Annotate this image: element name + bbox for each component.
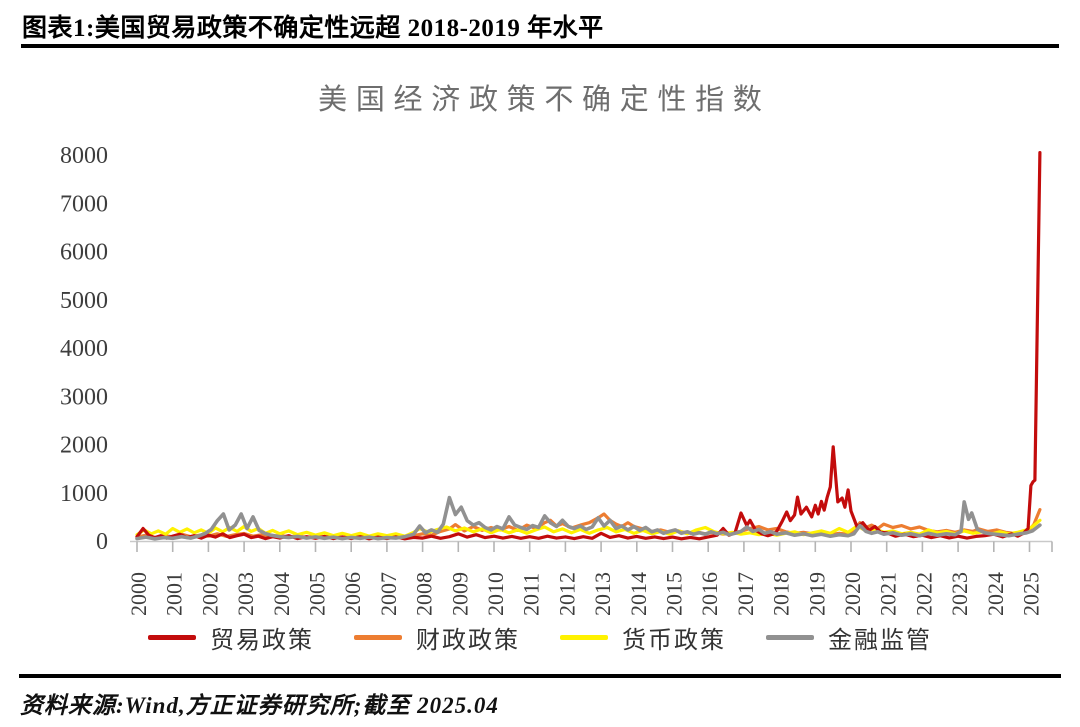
legend-swatch-trade-policy	[148, 635, 196, 640]
legend-label-financial-regulation: 金融监管	[828, 628, 932, 654]
x-tick-label: 2003	[233, 572, 258, 616]
x-tick-label: 2023	[947, 572, 972, 616]
x-tick-label: 2019	[804, 572, 829, 616]
legend-label-fiscal-policy: 财政政策	[416, 628, 520, 654]
x-tick-label: 2000	[126, 572, 151, 616]
x-tick-label: 2004	[269, 572, 294, 616]
x-tick-label: 2011	[519, 573, 544, 616]
x-tick-label: 2009	[447, 572, 472, 616]
series-line-trade-policy	[135, 151, 1042, 541]
legend-item-financial-regulation: 金融监管	[766, 620, 932, 655]
x-tick-label: 2005	[305, 572, 330, 616]
legend-label-monetary-policy: 货币政策	[622, 628, 726, 654]
y-tick-label: 2000	[60, 433, 108, 459]
x-tick-label: 2001	[162, 572, 187, 616]
y-tick-label: 8000	[60, 143, 108, 169]
x-tick-label: 2015	[662, 572, 687, 616]
x-tick-label: 2013	[590, 572, 615, 616]
legend-swatch-financial-regulation	[766, 635, 814, 640]
legend-item-fiscal-policy: 财政政策	[354, 620, 520, 655]
source-note: 资料来源:Wind,方正证券研究所;截至 2025.04	[20, 693, 499, 718]
y-tick-label: 4000	[60, 336, 108, 362]
x-tick-label: 2008	[412, 572, 437, 616]
x-tick-label: 2014	[626, 572, 651, 616]
figure-title: 图表1:美国贸易政策不确定性远超 2018-2019 年水平	[22, 15, 604, 42]
x-tick-label: 2024	[983, 572, 1008, 616]
chart-title: 美国经济政策不确定性指数	[318, 84, 771, 116]
y-tick-label: 1000	[60, 481, 108, 507]
x-tick-label: 2018	[769, 572, 794, 616]
legend-swatch-monetary-policy	[560, 635, 608, 640]
x-tick-label: 2006	[340, 572, 365, 616]
x-tick-label: 2010	[483, 572, 508, 616]
y-tick-label: 3000	[60, 384, 108, 410]
y-tick-label: 7000	[60, 191, 108, 217]
x-tick-label: 2025	[1019, 572, 1044, 616]
top-divider-rule	[21, 44, 1059, 48]
legend-label-trade-policy: 贸易政策	[210, 628, 314, 654]
legend-item-monetary-policy: 货币政策	[560, 620, 726, 655]
legend-item-trade-policy: 贸易政策	[148, 620, 314, 655]
x-tick-label: 2016	[697, 572, 722, 616]
y-tick-label: 0	[96, 529, 108, 555]
x-tick-label: 2002	[197, 572, 222, 616]
y-tick-label: 5000	[60, 288, 108, 314]
y-tick-label: 6000	[60, 240, 108, 266]
x-tick-label: 2017	[733, 572, 758, 616]
bottom-divider-rule	[19, 674, 1061, 678]
x-tick-label: 2012	[554, 572, 579, 616]
chart-legend: 贸易政策 财政政策 货币政策 金融监管	[0, 620, 1080, 655]
legend-swatch-fiscal-policy	[354, 635, 402, 640]
x-tick-label: 2021	[876, 572, 901, 616]
x-tick-label: 2020	[840, 572, 865, 616]
x-tick-label: 2022	[911, 572, 936, 616]
x-tick-label: 2007	[376, 572, 401, 616]
series-line-financial-regulation	[135, 495, 1042, 541]
